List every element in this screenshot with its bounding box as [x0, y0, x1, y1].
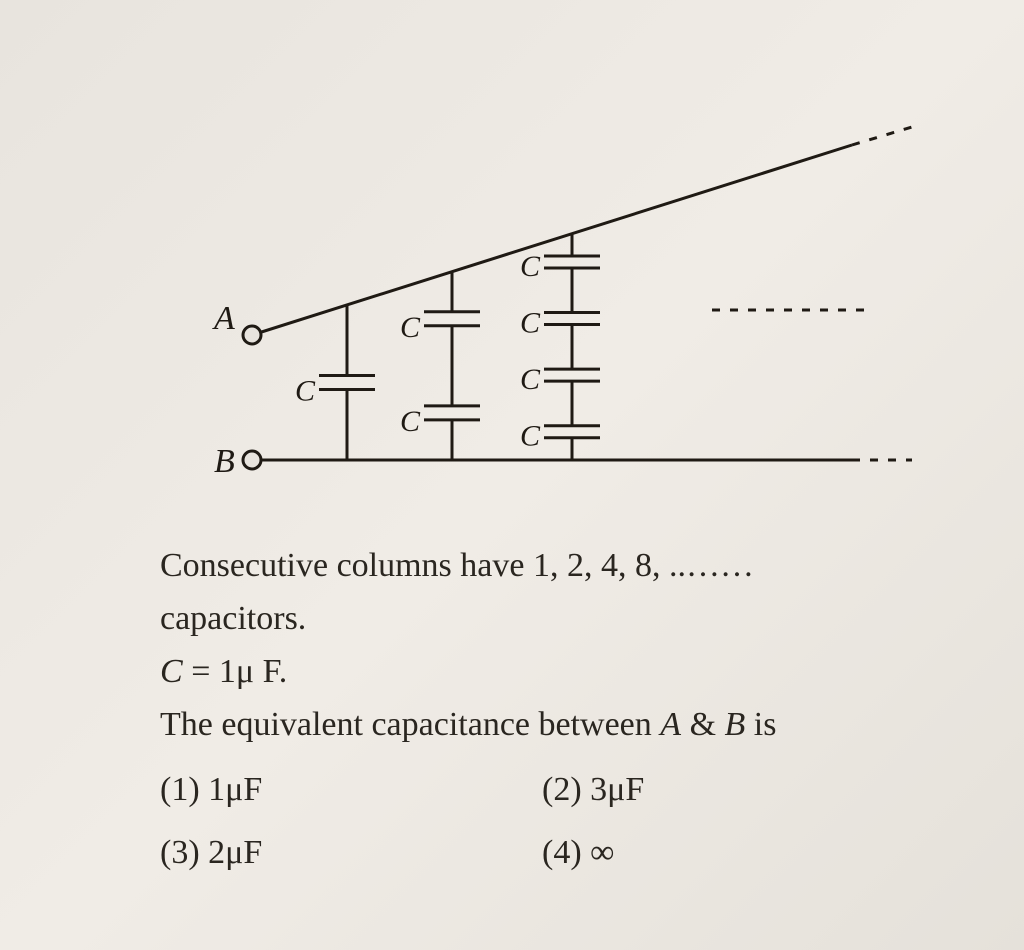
question-line-3: C = 1μ F.	[160, 646, 884, 697]
question-line-1: Consecutive columns have 1, 2, 4, 8, ..……	[160, 540, 884, 591]
circuit-diagram: CCCCCCCAB	[112, 100, 912, 520]
option-3: (3) 2μF	[160, 827, 502, 878]
text-segment: &	[681, 706, 724, 743]
option-number: (3)	[160, 834, 208, 871]
text-segment: The equivalent capacitance between	[160, 706, 660, 743]
svg-text:C: C	[400, 311, 421, 344]
option-value: ∞	[590, 834, 614, 871]
text-segment: is	[745, 706, 776, 743]
option-1: (1) 1μF	[160, 764, 502, 815]
options-grid: (1) 1μF (2) 3μF (3) 2μF (4) ∞	[160, 764, 884, 878]
svg-text:B: B	[214, 443, 235, 480]
svg-text:C: C	[400, 405, 421, 438]
variable-A: A	[660, 706, 681, 743]
svg-text:C: C	[520, 250, 541, 283]
svg-text:C: C	[520, 420, 541, 453]
circuit-svg: CCCCCCCAB	[112, 100, 912, 520]
option-number: (2)	[542, 771, 590, 808]
option-number: (4)	[542, 834, 590, 871]
svg-text:C: C	[295, 374, 316, 407]
question-line-4: The equivalent capacitance between A & B…	[160, 699, 884, 750]
option-value: 2μF	[208, 834, 262, 871]
svg-text:C: C	[520, 307, 541, 340]
text-segment: ..……	[669, 547, 754, 584]
svg-text:A: A	[212, 300, 235, 337]
question-block: Consecutive columns have 1, 2, 4, 8, ..……	[160, 540, 884, 878]
page: CCCCCCCAB Consecutive columns have 1, 2,…	[0, 0, 1024, 950]
variable-C: C	[160, 653, 183, 690]
option-value: 1μF	[208, 771, 262, 808]
option-value: 3μF	[590, 771, 644, 808]
variable-B: B	[725, 706, 746, 743]
question-line-2: capacitors.	[160, 593, 884, 644]
svg-text:C: C	[520, 363, 541, 396]
option-2: (2) 3μF	[542, 764, 884, 815]
option-number: (1)	[160, 771, 208, 808]
text-segment: = 1μ F.	[183, 653, 288, 690]
text-segment: Consecutive columns have 1, 2, 4, 8,	[160, 547, 669, 584]
option-4: (4) ∞	[542, 827, 884, 878]
